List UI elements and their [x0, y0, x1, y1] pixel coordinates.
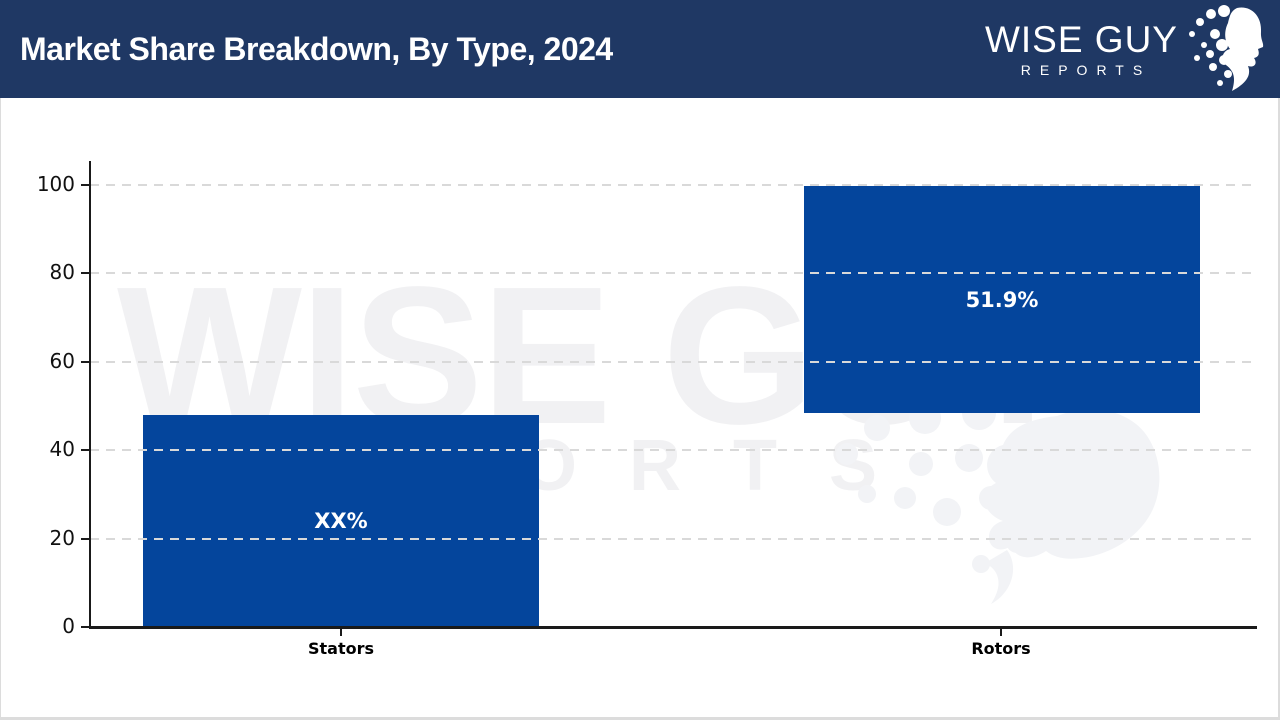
gridline-60: [90, 361, 1257, 363]
gridline-40: [90, 449, 1257, 451]
y-tick-mark: [81, 538, 89, 540]
y-tick-label: 20: [49, 526, 75, 550]
y-tick-label: 0: [62, 614, 75, 638]
x-category-label-rotors: Rotors: [971, 639, 1031, 658]
bar-rotors-value-label: 51.9%: [965, 287, 1039, 312]
y-tick-mark: [81, 626, 89, 628]
y-tick-mark: [81, 272, 89, 274]
y-tick-label: 40: [49, 437, 75, 461]
chart-area: WISE GUY REPORTS XX% 51.9% 100 80 60 40 …: [0, 98, 1280, 720]
logo-subtitle: REPORTS: [1020, 61, 1152, 78]
y-tick-mark: [81, 449, 89, 451]
x-tick-mark: [1000, 629, 1002, 636]
y-tick-label: 100: [36, 172, 75, 196]
y-tick-label: 60: [49, 349, 75, 373]
logo-text: WISE GUY REPORTS: [985, 21, 1178, 78]
gridline-100: [90, 184, 1257, 186]
bar-rotors: 51.9%: [804, 186, 1200, 413]
x-category-label-stators: Stators: [307, 639, 375, 658]
watermark-face-icon: [836, 402, 1160, 604]
x-tick-mark: [340, 629, 342, 636]
wise-guy-reports-logo: WISE GUY REPORTS: [985, 4, 1266, 94]
bar-stators: XX%: [143, 415, 539, 627]
face-logo-icon: [1189, 5, 1264, 92]
header-bar: Market Share Breakdown, By Type, 2024 WI…: [0, 0, 1280, 98]
gridline-80: [90, 272, 1257, 274]
bar-stators-value-label: XX%: [314, 509, 368, 533]
y-tick-mark: [81, 184, 89, 186]
x-axis-line: [89, 626, 1257, 629]
y-axis-line: [89, 161, 91, 629]
logo-wordmark: WISE GUY: [984, 18, 1178, 60]
page-title: Market Share Breakdown, By Type, 2024: [20, 30, 613, 67]
gridline-20: [90, 538, 1257, 540]
y-tick-label: 80: [49, 260, 75, 284]
y-tick-mark: [81, 361, 89, 363]
